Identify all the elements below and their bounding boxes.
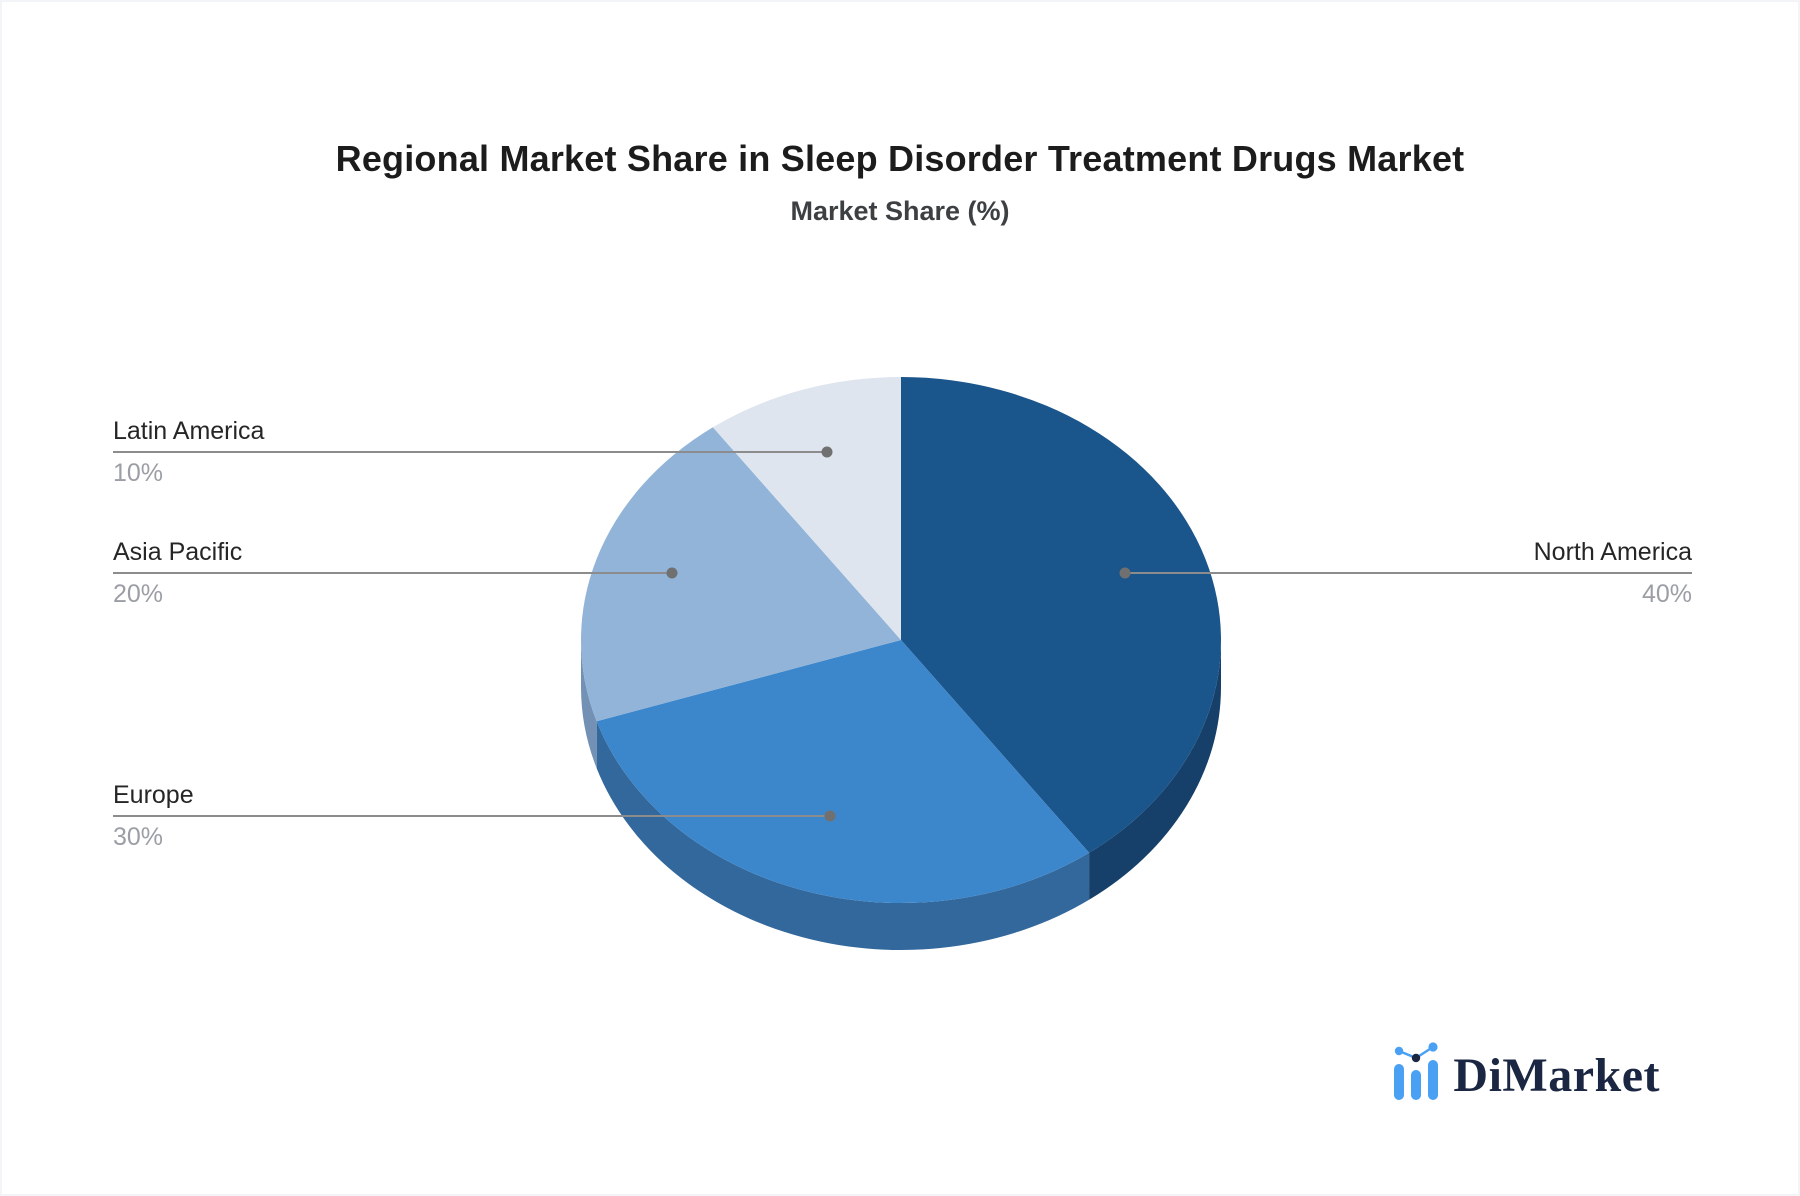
pie-slice-europe[interactable] [596, 640, 1090, 904]
connector-dot [821, 446, 833, 458]
pie-slice-side-europe [596, 721, 1090, 951]
logo-dot-3 [1428, 1042, 1439, 1052]
slice-label-value: 20% [113, 580, 164, 608]
brand-logo-text: DiMarket [1453, 1049, 1660, 1102]
callout-latin-america: Latin America 10% [113, 416, 264, 488]
logo-bar-1 [1394, 1064, 1405, 1100]
slice-label-name: Europe [113, 781, 194, 809]
pie-slice-asia-pacific[interactable] [581, 427, 901, 722]
slice-label-name: North America [1533, 538, 1692, 566]
slice-label-name: Asia Pacific [113, 538, 243, 566]
chart-subtitle: Market Share (%) [790, 196, 1010, 226]
logo-dot-1 [1395, 1046, 1404, 1056]
connector-dot [666, 567, 678, 579]
chart-title: Regional Market Share in Sleep Disorder … [335, 138, 1465, 179]
pie-slice-side-asia-pacific [581, 640, 597, 769]
logo-bar-3 [1428, 1060, 1439, 1100]
slice-label-value: 10% [113, 459, 164, 487]
pie-slice-latin-america[interactable] [712, 377, 901, 640]
slice-label-value: 30% [113, 823, 164, 851]
pie-slice-side-north-america [1089, 640, 1221, 900]
brand-logo-icon [1394, 1042, 1439, 1100]
slice-label-value: 40% [1641, 580, 1692, 608]
connector-dot [824, 810, 836, 822]
callout-asia-pacific: Asia Pacific 20% [113, 537, 242, 609]
callout-europe: Europe 30% [113, 780, 194, 852]
slice-label-name: Latin America [113, 417, 265, 445]
brand-logo: DiMarket [1393, 1042, 1660, 1102]
logo-bar-2 [1411, 1070, 1422, 1100]
logo-dot-2 [1412, 1053, 1421, 1063]
pie-slice-north-america[interactable] [901, 377, 1222, 853]
connector-dot [1119, 567, 1131, 579]
callout-north-america: North America 40% [1534, 537, 1692, 609]
